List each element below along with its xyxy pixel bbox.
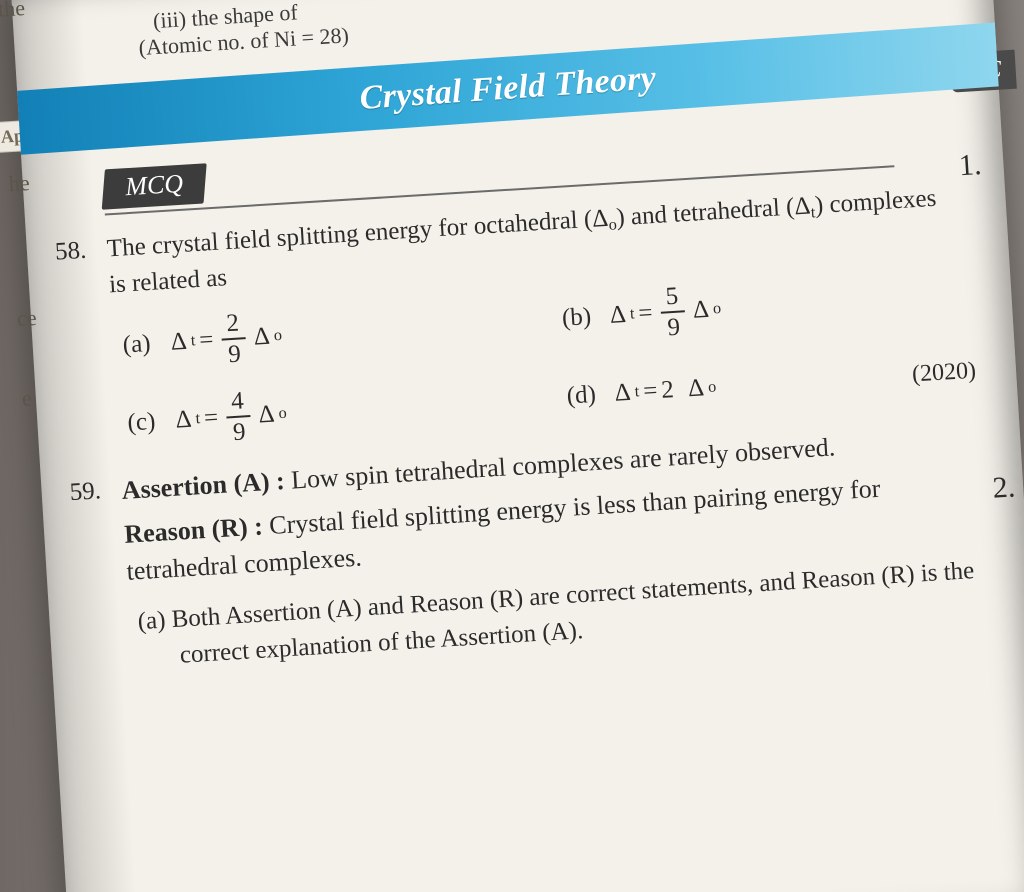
subscript: t bbox=[195, 408, 201, 431]
fraction: 4 9 bbox=[224, 388, 252, 445]
side-number-1: 1. bbox=[958, 148, 983, 183]
delta: Δ bbox=[258, 397, 276, 433]
question-number: 58. bbox=[54, 233, 87, 270]
delta: Δ bbox=[174, 402, 192, 438]
option-label: (a) bbox=[122, 326, 158, 363]
numerator: 4 bbox=[224, 388, 250, 418]
margin-word-he: he bbox=[8, 170, 30, 197]
subscript: t bbox=[634, 381, 640, 404]
photo-scene: the Ap he ce e 9.1 (AI 2013) MC 1. 2. (i… bbox=[0, 0, 1024, 892]
option-c: (c) Δt = 4 9 Δo bbox=[126, 370, 539, 451]
section-title: Crystal Field Theory bbox=[359, 59, 657, 118]
equals: = bbox=[637, 296, 653, 332]
fraction: 2 9 bbox=[220, 310, 248, 367]
mcq-label: MCQ bbox=[124, 169, 184, 202]
subscript: t bbox=[629, 303, 635, 326]
delta: Δ bbox=[687, 371, 705, 407]
margin-word-the: the bbox=[0, 0, 26, 23]
margin-word-ce: ce bbox=[16, 305, 37, 332]
reason-label: Reason (R) : bbox=[123, 511, 263, 548]
option-label: (d) bbox=[566, 377, 602, 414]
question-number: 59. bbox=[69, 473, 102, 510]
subscript: o bbox=[278, 402, 287, 425]
delta: Δ bbox=[609, 297, 627, 333]
coefficient: 2 bbox=[660, 372, 675, 408]
stem-part: and tetrahedral (Δ bbox=[630, 192, 811, 230]
option-label: (b) bbox=[561, 299, 597, 336]
option-d: (d) Δt = 2 Δo (2020) bbox=[565, 343, 978, 424]
denominator: 9 bbox=[232, 417, 246, 445]
question-59: 59. Assertion (A) : Low spin tetrahedral… bbox=[121, 419, 992, 677]
denominator: 9 bbox=[667, 312, 681, 340]
subscript: o bbox=[712, 298, 721, 321]
option-a: (a) Δt = 2 9 Δo bbox=[121, 292, 534, 373]
fraction: 5 9 bbox=[659, 283, 687, 340]
mcq-pill: MCQ bbox=[102, 163, 207, 209]
equals: = bbox=[642, 373, 658, 409]
question-58: 58. The crystal field splitting energy f… bbox=[106, 179, 978, 452]
stem-part: The crystal field splitting energy for o… bbox=[106, 205, 609, 263]
margin-word-e: e bbox=[21, 385, 32, 412]
subscript: t bbox=[190, 330, 196, 353]
delta: Δ bbox=[170, 324, 188, 360]
option-equation: Δt = 2 9 Δo bbox=[169, 308, 284, 371]
delta: Δ bbox=[614, 375, 632, 411]
option-equation: Δt = 5 9 Δo bbox=[608, 281, 723, 344]
side-number-2: 2. bbox=[992, 470, 1017, 505]
equals: = bbox=[203, 400, 219, 436]
option-equation: Δt = 4 9 Δo bbox=[174, 386, 289, 449]
book-page: the Ap he ce e 9.1 (AI 2013) MC 1. 2. (i… bbox=[11, 0, 1024, 892]
option-label: (c) bbox=[127, 404, 163, 441]
delta: Δ bbox=[253, 319, 271, 355]
numerator: 2 bbox=[220, 310, 246, 340]
subscript: o bbox=[273, 324, 282, 347]
subscript: o bbox=[707, 376, 716, 399]
assertion-label: Assertion (A) : bbox=[121, 466, 286, 505]
stem-part: ) bbox=[616, 204, 626, 231]
numerator: 5 bbox=[659, 283, 685, 313]
denominator: 9 bbox=[227, 339, 241, 367]
option-b: (b) Δt = 5 9 Δo bbox=[560, 266, 973, 347]
delta: Δ bbox=[692, 292, 710, 328]
question-year-tag: (2020) bbox=[911, 355, 977, 392]
option-equation: Δt = 2 Δo bbox=[614, 370, 718, 411]
equals: = bbox=[198, 322, 214, 358]
